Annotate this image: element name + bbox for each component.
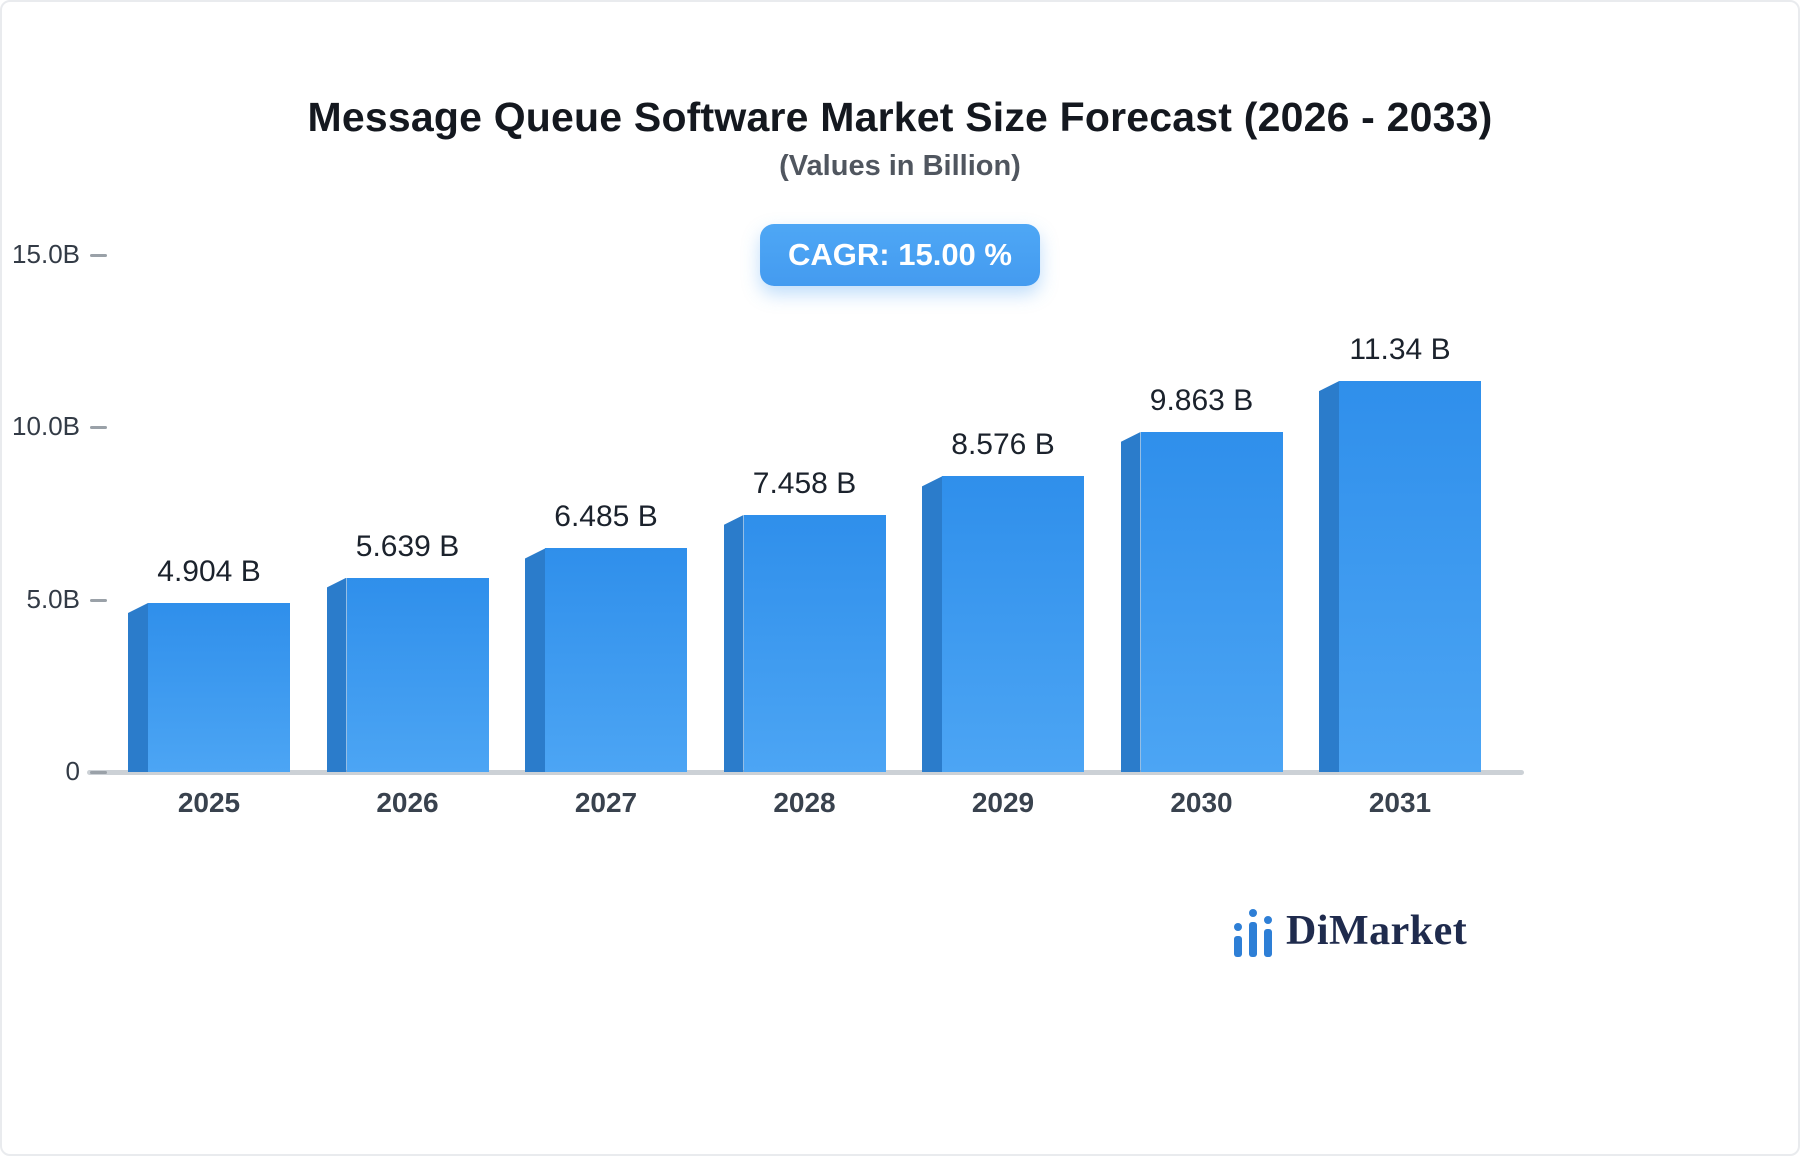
x-axis-label: 2029 [971, 787, 1035, 818]
y-axis-label: 5.0B [26, 583, 81, 614]
y-axis-tick [90, 598, 107, 602]
bar [723, 514, 886, 772]
x-axis-label: 2028 [773, 787, 836, 818]
chart-title: Message Queue Software Market Size Forec… [307, 94, 1493, 140]
x-axis-label: 2030 [1170, 787, 1233, 818]
bar-front-face [1339, 381, 1481, 772]
bar-value-label: 8.576 B [951, 428, 1055, 462]
chart-subtitle: (Values in Billion) [779, 150, 1021, 182]
bar [326, 577, 489, 772]
bar-side-face [525, 548, 545, 772]
brand-name: DiMarket [1286, 908, 1468, 954]
x-axis-label: 2026 [376, 787, 439, 818]
brand-logo: DiMarket [1230, 905, 1467, 957]
bar-side-face [723, 514, 744, 772]
x-axis-label: 2031 [1368, 787, 1432, 818]
bar-side-face [128, 602, 148, 772]
bar-front-face [1140, 432, 1283, 772]
y-axis-tick [90, 254, 107, 257]
bar [1120, 432, 1283, 772]
bar [922, 476, 1084, 772]
bar-value-label: 5.639 B [355, 529, 460, 563]
y-axis-label: 0 [65, 756, 80, 786]
bar-value-label: 9.863 B [1149, 384, 1254, 418]
cagr-badge: CAGR: 15.00 % [760, 224, 1040, 286]
bar-front-face [545, 548, 687, 772]
y-axis-label: 15.0B [12, 239, 80, 269]
bar-side-face [1319, 381, 1339, 772]
bar [128, 602, 290, 772]
bar-front-face [148, 602, 290, 772]
bar-side-face [922, 476, 942, 772]
bar-side-face [1120, 432, 1141, 772]
bar [1319, 381, 1481, 772]
bar-front-face [743, 514, 886, 772]
y-axis-tick [90, 426, 107, 430]
bar-front-face [942, 476, 1084, 772]
x-axis-label: 2027 [574, 787, 638, 818]
bar-value-label: 6.485 B [554, 500, 658, 534]
x-axis-label: 2025 [177, 787, 241, 818]
bar-side-face [326, 577, 347, 772]
bar-value-label: 7.458 B [752, 466, 857, 500]
bar-value-label: 11.34 B [1349, 333, 1451, 367]
y-axis-label: 10.0B [12, 411, 80, 442]
bar-chart-icon [1234, 909, 1272, 957]
x-axis-line [87, 770, 1524, 775]
bar [525, 548, 687, 772]
y-axis-tick [90, 771, 107, 774]
bar-front-face [346, 577, 489, 772]
bar-value-label: 4.904 B [157, 554, 261, 588]
